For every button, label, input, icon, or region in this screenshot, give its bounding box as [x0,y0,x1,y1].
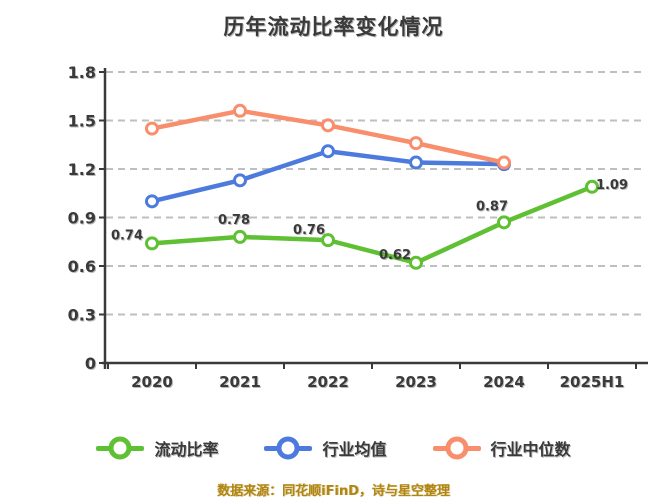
data-point-marker [497,215,511,230]
y-tick-label: 0.9 [68,209,96,228]
series-line [149,184,595,266]
x-tick-label: 2020 [131,373,173,391]
legend-item-label: 行业中位数 [490,440,571,459]
data-point-marker [233,173,247,188]
legend-item-current-ratio: 流动比率 [96,436,218,460]
data-point-label: 0.74 [111,228,143,243]
data-point-label: 0.62 [379,248,411,263]
legend-item-label: 行业均值 [322,440,387,459]
legend-item-label: 流动比率 [154,440,219,459]
x-tick-label: 2025H1 [560,373,625,391]
x-tick-label: 2023 [395,373,437,391]
y-tick-label: 0.3 [68,306,96,325]
line-marker-icon [264,436,313,460]
legend-item-industry-median: 行业中位数 [432,436,571,460]
x-tick-label: 2024 [483,373,525,391]
series-line [149,148,507,204]
y-tick-label: 1.5 [68,112,96,131]
chart-title: 历年流动比率变化情况 [223,15,444,39]
y-tick-label: 1.8 [68,63,96,82]
data-point-marker [409,136,423,151]
data-point-marker [321,233,335,248]
y-tick-label: 1.2 [68,160,96,179]
y-tick-label: 0.6 [68,257,96,276]
x-tick-label: 2022 [307,373,349,391]
data-point-marker [585,179,599,194]
data-point-marker [321,118,335,133]
footer-source-note: 数据来源：同花顺iFinD，诗与星空整理 [217,484,450,499]
data-point-marker [145,194,159,209]
legend-item-industry-mean: 行业均值 [264,436,387,460]
legend: 流动比率 行业均值 行业中位数 [0,430,667,466]
line-marker-icon [432,436,481,460]
data-point-label: 0.87 [476,199,508,214]
data-point-marker [145,121,159,136]
chart-canvas: 0 0.3 0.6 0.9 1.2 1.5 1.8 2020 2021 2022 2023 2024 2… [68,63,648,391]
data-point-label: 0.78 [218,213,250,228]
data-point-label: 0.76 [293,223,325,238]
data-point-label: 1.09 [596,178,628,193]
line-marker-icon [96,436,145,460]
x-tick-label: 2021 [219,373,261,391]
data-point-marker [233,103,247,118]
data-point-marker [409,255,423,270]
data-point-marker [321,144,335,159]
data-point-marker [497,155,511,170]
data-point-marker [233,229,247,244]
data-point-marker [409,155,423,170]
y-tick-label: 0 [85,354,96,373]
data-point-marker [145,236,159,251]
